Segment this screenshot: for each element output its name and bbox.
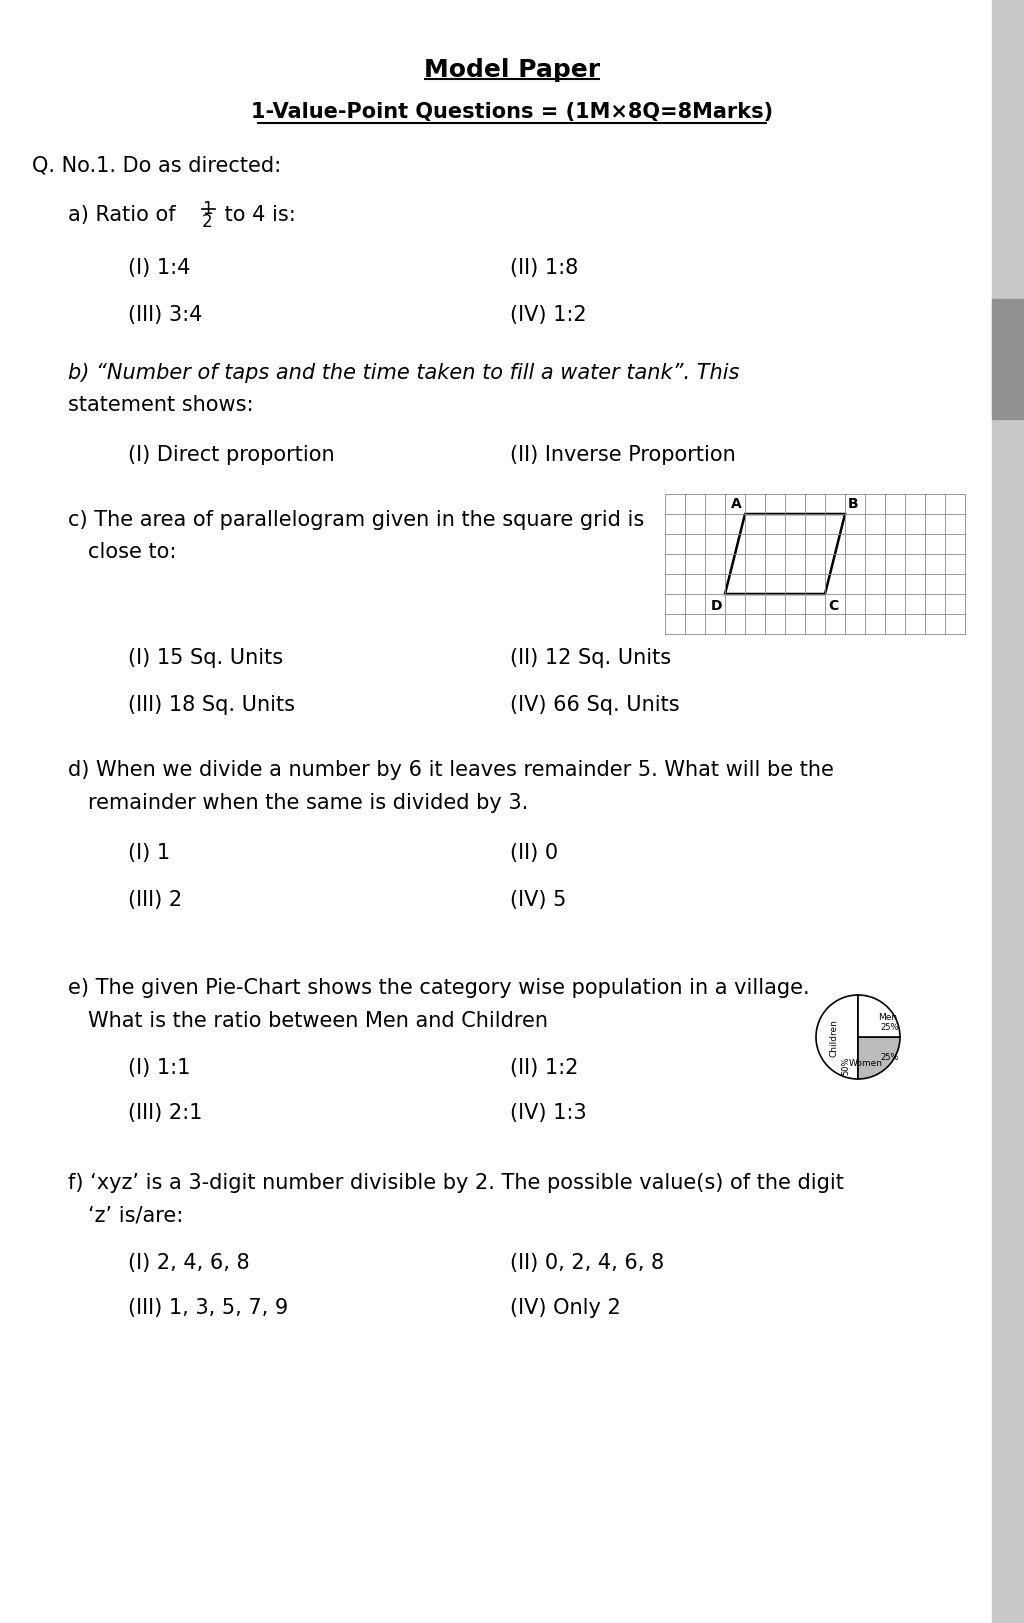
- Text: 25%: 25%: [881, 1022, 899, 1032]
- Text: (IV) Only 2: (IV) Only 2: [510, 1297, 621, 1318]
- Text: (III) 2:1: (III) 2:1: [128, 1102, 203, 1123]
- Text: What is the ratio between Men and Children: What is the ratio between Men and Childr…: [88, 1011, 548, 1031]
- Text: Children: Children: [829, 1019, 839, 1057]
- Text: 1-Value-Point Questions = (1M×8Q=8Marks): 1-Value-Point Questions = (1M×8Q=8Marks): [251, 102, 773, 122]
- Text: 25%: 25%: [881, 1053, 899, 1061]
- Text: (II) Inverse Proportion: (II) Inverse Proportion: [510, 445, 736, 464]
- Text: (I) Direct proportion: (I) Direct proportion: [128, 445, 335, 464]
- Text: (I) 2, 4, 6, 8: (I) 2, 4, 6, 8: [128, 1253, 250, 1272]
- Text: C: C: [828, 599, 839, 612]
- Bar: [992, 0, 1024, 1623]
- Wedge shape: [858, 995, 900, 1037]
- Text: Women: Women: [849, 1058, 883, 1066]
- Text: (IV) 5: (IV) 5: [510, 889, 566, 909]
- Text: to 4 is:: to 4 is:: [218, 204, 296, 226]
- Text: Model Paper: Model Paper: [424, 58, 600, 81]
- Text: c) The area of parallelogram given in the square grid is: c) The area of parallelogram given in th…: [68, 510, 644, 529]
- Text: 2: 2: [202, 213, 213, 230]
- Text: statement shows:: statement shows:: [68, 394, 254, 415]
- Text: close to:: close to:: [88, 542, 176, 562]
- Text: ‘z’ is/are:: ‘z’ is/are:: [88, 1206, 183, 1225]
- Text: (III) 18 Sq. Units: (III) 18 Sq. Units: [128, 695, 295, 714]
- Text: b) “Number of taps and the time taken to fill a water tank”. This: b) “Number of taps and the time taken to…: [68, 364, 739, 383]
- Text: A: A: [731, 497, 742, 511]
- Text: (IV) 66 Sq. Units: (IV) 66 Sq. Units: [510, 695, 680, 714]
- Text: (II) 1:2: (II) 1:2: [510, 1057, 579, 1078]
- Text: B: B: [848, 497, 859, 511]
- Text: (I) 1:4: (I) 1:4: [128, 258, 190, 278]
- Text: (IV) 1:3: (IV) 1:3: [510, 1102, 587, 1123]
- Wedge shape: [858, 1037, 900, 1079]
- Wedge shape: [816, 995, 858, 1079]
- Text: (II) 1:8: (II) 1:8: [510, 258, 579, 278]
- Text: Men: Men: [879, 1013, 898, 1022]
- Text: 50%: 50%: [842, 1057, 851, 1074]
- Text: 1: 1: [202, 200, 213, 217]
- Text: Q. No.1. Do as directed:: Q. No.1. Do as directed:: [32, 154, 282, 175]
- Text: f) ‘xyz’ is a 3-digit number divisible by 2. The possible value(s) of the digit: f) ‘xyz’ is a 3-digit number divisible b…: [68, 1172, 844, 1193]
- Text: (I) 1:1: (I) 1:1: [128, 1057, 190, 1078]
- Text: (III) 3:4: (III) 3:4: [128, 305, 203, 325]
- Text: e) The given Pie-Chart shows the category wise population in a village.: e) The given Pie-Chart shows the categor…: [68, 977, 810, 998]
- Text: (III) 1, 3, 5, 7, 9: (III) 1, 3, 5, 7, 9: [128, 1297, 288, 1318]
- Text: (III) 2: (III) 2: [128, 889, 182, 909]
- Text: (II) 12 Sq. Units: (II) 12 Sq. Units: [510, 648, 671, 667]
- Text: (I) 1: (I) 1: [128, 842, 170, 862]
- Text: (I) 15 Sq. Units: (I) 15 Sq. Units: [128, 648, 283, 667]
- Text: a) Ratio of: a) Ratio of: [68, 204, 182, 226]
- Text: remainder when the same is divided by 3.: remainder when the same is divided by 3.: [88, 792, 528, 813]
- Text: (IV) 1:2: (IV) 1:2: [510, 305, 587, 325]
- Text: D: D: [711, 599, 722, 612]
- Text: d) When we divide a number by 6 it leaves remainder 5. What will be the: d) When we divide a number by 6 it leave…: [68, 760, 834, 779]
- Bar: [992, 300, 1024, 420]
- Text: (II) 0: (II) 0: [510, 842, 558, 862]
- Text: (II) 0, 2, 4, 6, 8: (II) 0, 2, 4, 6, 8: [510, 1253, 665, 1272]
